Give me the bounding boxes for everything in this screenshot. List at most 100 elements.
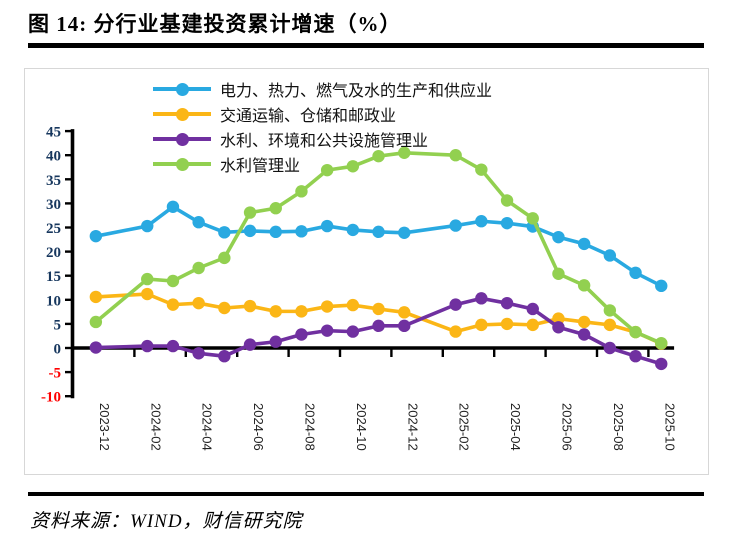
footer-rule — [28, 492, 704, 496]
data-point-marker — [192, 347, 205, 360]
x-axis-tick-label: 2025-04 — [508, 403, 523, 451]
data-point-marker — [89, 290, 103, 304]
data-point-marker — [372, 319, 385, 333]
data-point-marker — [526, 318, 539, 332]
data-point-marker — [269, 305, 282, 318]
data-point-marker — [629, 325, 642, 339]
data-point-marker — [295, 225, 308, 238]
data-point-marker — [89, 229, 103, 243]
y-axis-tick-label: 35 — [46, 173, 61, 189]
legend-label: 水利管理业 — [220, 157, 301, 175]
data-point-marker — [295, 328, 308, 341]
data-point-marker — [526, 212, 539, 225]
data-point-marker — [398, 146, 411, 159]
data-point-marker — [577, 315, 591, 329]
data-point-marker — [475, 318, 488, 332]
x-axis-tick-label: 2025-10 — [662, 403, 677, 451]
data-point-marker — [372, 149, 385, 163]
data-point-marker — [346, 223, 360, 237]
x-axis-tick-label: 2024-10 — [354, 403, 369, 451]
data-point-marker — [629, 266, 642, 280]
data-point-marker — [141, 287, 154, 301]
series-line — [94, 204, 664, 288]
data-point-marker — [166, 298, 180, 311]
x-axis-tick-label: 2025-08 — [611, 403, 626, 451]
data-point-marker — [449, 298, 462, 311]
legend-item-water-env: 水利、环境和公共设施管理业 — [153, 127, 492, 150]
data-point-marker — [141, 339, 154, 353]
data-point-marker — [577, 279, 591, 292]
data-point-marker — [166, 200, 180, 213]
data-point-marker — [320, 163, 334, 177]
y-axis-tick-label: 40 — [46, 149, 61, 165]
data-point-marker — [218, 226, 231, 239]
legend-line-marker-icon — [153, 107, 211, 121]
chart-frame: 45 40 35 30 25 20 15 10 5 0 -5 -10 2023-12 2024-02 202… — [24, 68, 709, 475]
y-axis-tick-label: 0 — [54, 342, 62, 358]
data-point-marker — [603, 304, 617, 317]
data-point-marker — [655, 279, 668, 293]
data-point-marker — [552, 312, 565, 325]
legend-line-marker-icon — [153, 157, 211, 171]
y-axis-tick-label: 20 — [46, 245, 61, 261]
chart-canvas: 45 40 35 30 25 20 15 10 5 0 -5 -10 2023-12 2024-02 202… — [41, 125, 677, 451]
series-line — [94, 292, 664, 346]
data-point-marker — [243, 224, 257, 238]
legend-label: 交通运输、仓储和邮政业 — [220, 107, 397, 125]
data-point-marker — [269, 335, 282, 348]
legend-line-marker-icon — [153, 132, 211, 146]
data-point-marker — [346, 298, 360, 312]
legend-label: 电力、热力、燃气及水的生产和供应业 — [220, 82, 493, 100]
x-axis-tick-label: 2024-02 — [148, 403, 163, 451]
data-point-marker — [89, 341, 103, 354]
data-point-marker — [500, 317, 514, 331]
x-axis-tick-label: 2023-12 — [97, 403, 112, 451]
data-point-marker — [141, 219, 154, 233]
legend-item-transport: 交通运输、仓储和邮政业 — [153, 102, 492, 125]
data-point-marker — [372, 225, 385, 239]
data-point-marker — [243, 299, 257, 313]
data-source: 资料来源：WIND，财信研究院 — [30, 511, 303, 532]
data-point-marker — [320, 300, 334, 313]
data-point-marker — [372, 302, 385, 316]
data-point-marker — [552, 230, 565, 244]
data-point-marker — [603, 249, 617, 262]
data-point-marker — [218, 349, 231, 363]
data-point-marker — [500, 296, 514, 310]
data-point-marker — [320, 324, 334, 337]
data-point-marker — [295, 185, 308, 198]
data-point-marker — [655, 357, 668, 371]
data-point-marker — [449, 219, 462, 232]
data-point-marker — [500, 194, 514, 207]
data-point-marker — [192, 215, 205, 229]
data-point-marker — [577, 237, 591, 251]
legend-line-marker-icon — [153, 82, 211, 96]
data-point-marker — [475, 163, 488, 176]
data-point-marker — [398, 319, 411, 333]
y-axis-tick-label: 30 — [46, 197, 61, 213]
x-axis-tick-label: 2025-02 — [457, 403, 472, 451]
legend-item-water-mgmt: 水利管理业 — [153, 152, 492, 175]
data-point-marker — [243, 338, 257, 351]
data-point-marker — [449, 325, 462, 338]
data-point-marker — [500, 216, 514, 230]
data-point-marker — [398, 226, 411, 240]
data-point-marker — [218, 301, 231, 315]
chart-title: 图 14: 分行业基建投资累计增速（%） — [28, 12, 402, 36]
y-axis-tick-label: 10 — [46, 293, 61, 309]
data-point-marker — [166, 274, 180, 288]
legend-item-power: 电力、热力、燃气及水的生产和供应业 — [153, 77, 492, 100]
y-axis-tick-label: 15 — [46, 269, 61, 285]
data-point-marker — [346, 325, 360, 338]
data-point-marker — [243, 206, 257, 219]
data-point-marker — [526, 302, 539, 316]
x-axis-tick-label: 2024-06 — [251, 403, 266, 451]
data-point-marker — [295, 305, 308, 318]
data-point-marker — [192, 296, 205, 310]
y-axis-tick-label: 5 — [54, 317, 62, 333]
data-point-marker — [398, 306, 411, 319]
data-point-marker — [552, 267, 565, 280]
y-axis-tick-label: 25 — [46, 221, 61, 237]
data-point-marker — [192, 261, 205, 275]
data-point-marker — [449, 149, 462, 162]
